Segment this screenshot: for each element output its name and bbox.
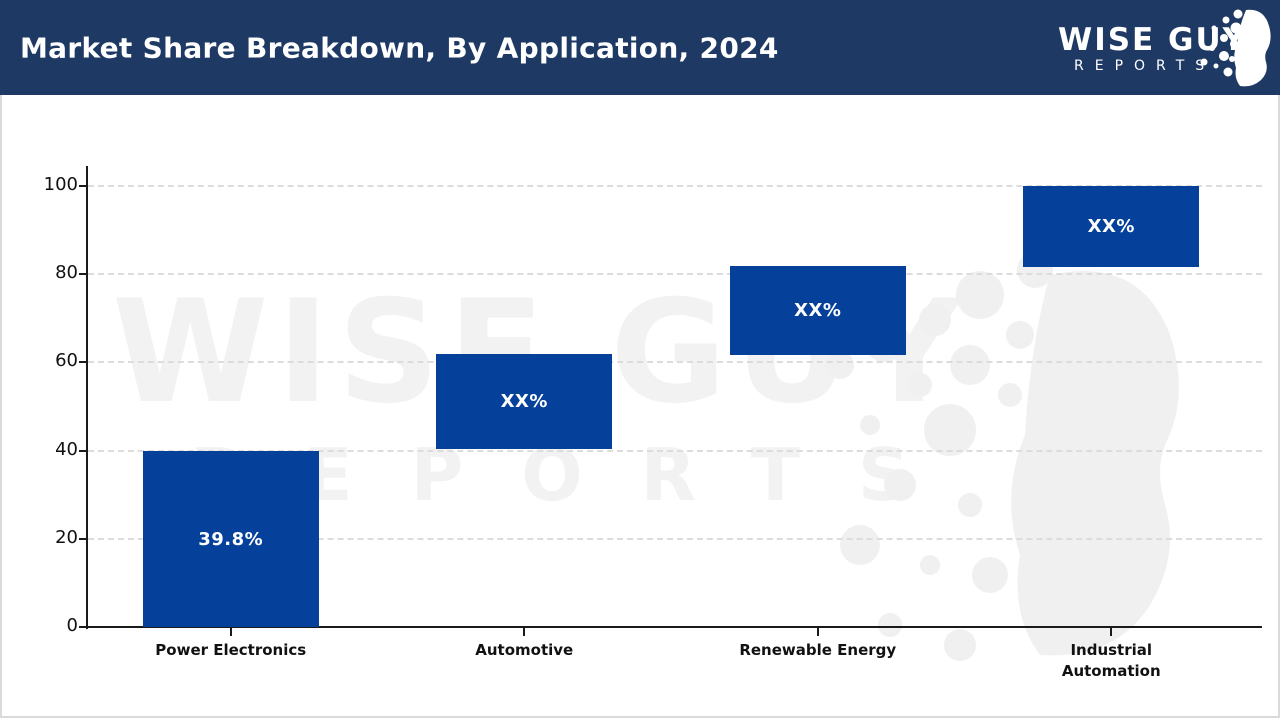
y-gridline-80 bbox=[88, 273, 1262, 276]
bar-value-label: XX% bbox=[794, 299, 842, 321]
y-gridline-100 bbox=[88, 185, 1262, 187]
bar-industrial-automation: XX% bbox=[1023, 186, 1200, 268]
x-axis-tick bbox=[1110, 628, 1113, 636]
chart-title: Market Share Breakdown, By Application, … bbox=[20, 31, 779, 64]
x-axis-category-label: Industrial Automation bbox=[1061, 641, 1161, 680]
y-gridline-60 bbox=[88, 361, 1262, 364]
bar-power-electronics: 39.8% bbox=[142, 451, 319, 627]
x-axis-tick bbox=[523, 628, 526, 636]
x-axis-category-label: Renewable Energy bbox=[739, 641, 897, 659]
bar-automotive: XX% bbox=[436, 354, 613, 450]
x-axis-line bbox=[86, 626, 1262, 628]
y-axis-line bbox=[86, 166, 88, 629]
chart-area: WISE GUY REPORTS 0 20 40 60 80 100 39.8% Power … bbox=[0, 95, 1280, 720]
x-axis-category-label: Power Electronics bbox=[155, 641, 307, 659]
x-axis-tick bbox=[229, 628, 232, 636]
bar-value-label: XX% bbox=[1087, 216, 1135, 238]
y-axis-tick bbox=[79, 626, 87, 628]
y-axis-tick bbox=[79, 361, 87, 364]
y-axis-tick-label: 40 bbox=[55, 438, 78, 460]
bar-value-label: 39.8% bbox=[198, 528, 264, 550]
y-axis-tick bbox=[79, 449, 87, 452]
y-axis-tick bbox=[79, 185, 87, 187]
y-axis-tick-label: 60 bbox=[55, 350, 78, 372]
wise-guy-logo: WISE GUY REPORTS bbox=[1022, 0, 1272, 95]
y-axis-tick-label: 0 bbox=[66, 615, 78, 636]
y-gridline-20 bbox=[88, 537, 1262, 540]
bar-value-label: XX% bbox=[500, 391, 548, 413]
y-axis-tick bbox=[79, 273, 87, 276]
logo-subtitle: REPORTS bbox=[1074, 58, 1216, 74]
y-axis-tick-label: 80 bbox=[55, 262, 78, 284]
x-axis-tick bbox=[816, 628, 819, 636]
y-axis-tick-label: 20 bbox=[55, 526, 78, 548]
logo-head-icon bbox=[1200, 9, 1271, 87]
y-gridline-40 bbox=[88, 449, 1262, 452]
bar-renewable-energy: XX% bbox=[729, 265, 906, 355]
y-axis-tick bbox=[79, 537, 87, 540]
y-axis-tick-label: 100 bbox=[43, 174, 78, 195]
x-axis-category-label: Automotive bbox=[475, 641, 574, 659]
header-bar: Market Share Breakdown, By Application, … bbox=[0, 0, 1280, 95]
